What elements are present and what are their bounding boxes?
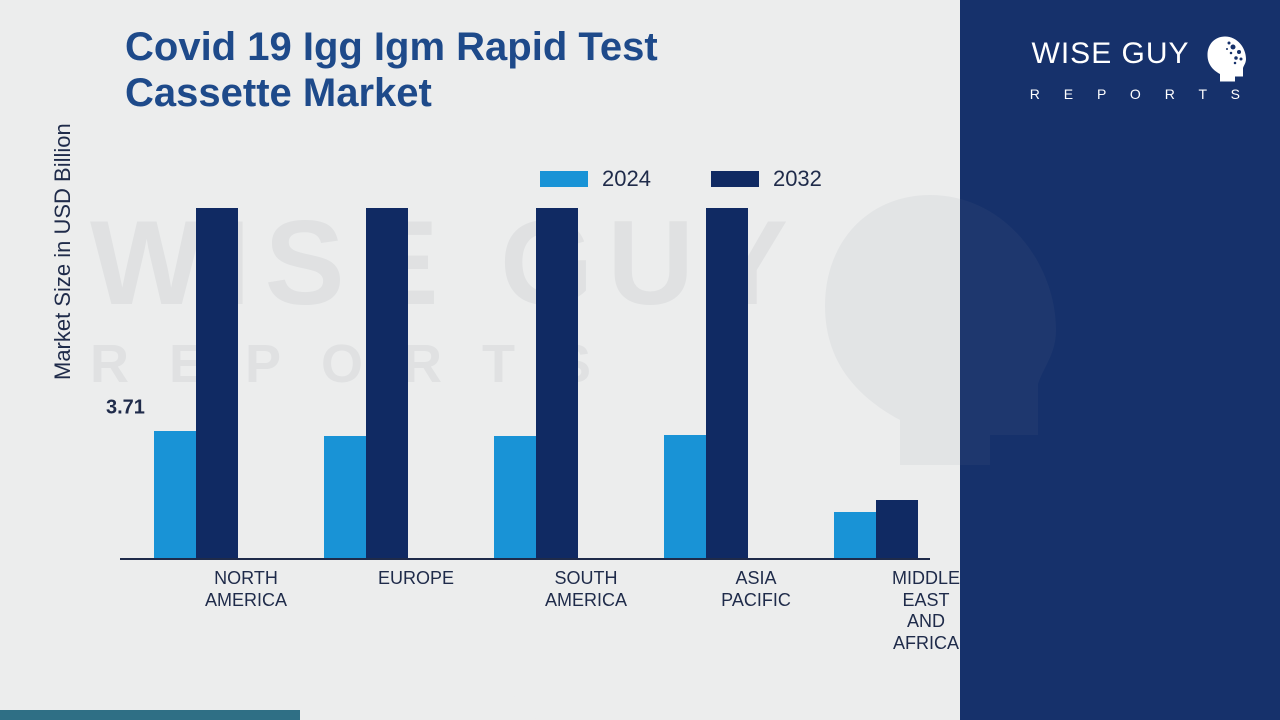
bar-2032	[196, 208, 238, 558]
brand-logo: WISE GUY R E P O R T S	[1030, 34, 1250, 102]
logo-head-icon	[1200, 34, 1250, 84]
right-brand-panel	[960, 0, 1280, 720]
x-axis-category-label: SOUTHAMERICA	[516, 568, 656, 611]
chart-stage: WISE GUY REPORTS Covid 19 Igg Igm Rapid …	[0, 0, 1280, 720]
legend-item-2032: 2032	[711, 166, 822, 192]
bar-2024	[494, 436, 536, 558]
plot-area: 3.71	[120, 200, 930, 560]
bar-2024	[834, 512, 876, 558]
x-axis-labels: NORTHAMERICA EUROPE SOUTHAMERICA ASIAPACIFI…	[120, 568, 930, 688]
legend-label-2032: 2032	[773, 166, 822, 192]
x-axis-category-label: NORTHAMERICA	[176, 568, 316, 611]
logo-line-2: R E P O R T S	[1030, 86, 1250, 102]
chart-legend: 2024 2032	[540, 166, 822, 192]
legend-item-2024: 2024	[540, 166, 651, 192]
bar-2024	[664, 435, 706, 558]
bar-2024	[154, 431, 196, 558]
x-axis-category-label: EUROPE	[346, 568, 486, 590]
x-axis-category-label: ASIAPACIFIC	[686, 568, 826, 611]
y-axis-label: Market Size in USD Billion	[50, 123, 76, 380]
bar-2032	[706, 208, 748, 558]
bar-2032	[536, 208, 578, 558]
y-tick-label: 3.71	[106, 396, 145, 419]
x-axis-category-label: MIDDLEEASTANDAFRICA	[856, 568, 996, 654]
legend-swatch-2024	[540, 171, 588, 187]
logo-line-1: WISE GUY	[1032, 37, 1190, 70]
bar-2032	[876, 500, 918, 558]
bar-2024	[324, 436, 366, 558]
legend-label-2024: 2024	[602, 166, 651, 192]
bar-2032	[366, 208, 408, 558]
legend-swatch-2032	[711, 171, 759, 187]
bottom-accent-bar	[0, 710, 300, 720]
chart-title: Covid 19 Igg Igm Rapid Test Cassette Mar…	[125, 24, 825, 116]
